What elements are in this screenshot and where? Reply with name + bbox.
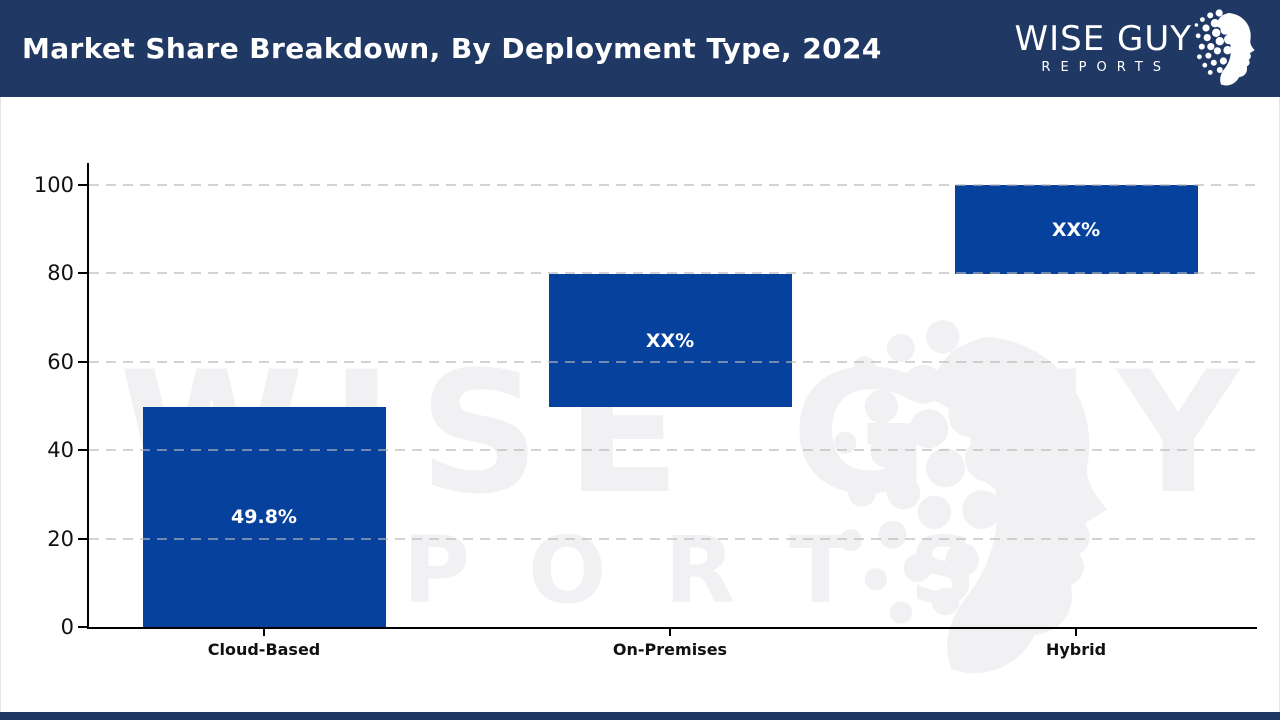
y-tick-label-80: 80: [47, 261, 74, 286]
logo-sub-text: REPORTS: [1041, 60, 1172, 75]
x-tick-mark: [1075, 629, 1077, 636]
y-tick-label-100: 100: [33, 173, 74, 197]
logo-wordmark: WISE GUY: [1014, 19, 1192, 59]
gridline-40: [89, 449, 1257, 452]
x-tick-label-cloud-based: Cloud-Based: [207, 640, 321, 659]
x-tick-label-on-premises: On-Premises: [612, 640, 728, 659]
y-tick-mark: [78, 184, 87, 186]
bar-cloud-based: [142, 406, 386, 627]
y-tick-label-40: 40: [47, 438, 74, 463]
y-tick-mark: [78, 537, 87, 540]
y-tick-mark: [78, 272, 87, 275]
gridline-80: [89, 272, 1257, 275]
footer-bar: [0, 712, 1280, 720]
x-tick-mark: [263, 629, 265, 636]
y-tick-mark: [78, 360, 87, 363]
header: Market Share Breakdown, By Deployment Ty…: [0, 0, 1280, 97]
bar-value-label-on-premises: XX%: [645, 329, 695, 352]
wiseguy-logo: WISE GUY REPORTS: [1014, 7, 1280, 91]
y-tick-mark: [78, 449, 87, 452]
bar-value-label-hybrid: XX%: [1051, 218, 1101, 241]
y-axis-spine: [87, 163, 89, 629]
chart-title: Market Share Breakdown, By Deployment Ty…: [22, 32, 882, 65]
y-tick-label-60: 60: [47, 349, 74, 374]
logo-text: WISE GUY REPORTS: [1014, 22, 1192, 75]
x-tick-label-hybrid: Hybrid: [1045, 640, 1107, 659]
x-tick-mark: [669, 629, 671, 636]
bar-on-premises: [548, 274, 792, 407]
bar-value-label-cloud-based: 49.8%: [231, 505, 297, 528]
x-axis-spine: [87, 627, 1257, 629]
gridline-20: [89, 537, 1257, 540]
y-tick-mark: [78, 626, 87, 628]
y-tick-label-20: 20: [47, 526, 74, 551]
bar-hybrid: [954, 185, 1198, 275]
gridline-60: [89, 360, 1257, 363]
y-tick-label-0: 0: [60, 615, 74, 639]
gridline-100: [89, 184, 1257, 186]
